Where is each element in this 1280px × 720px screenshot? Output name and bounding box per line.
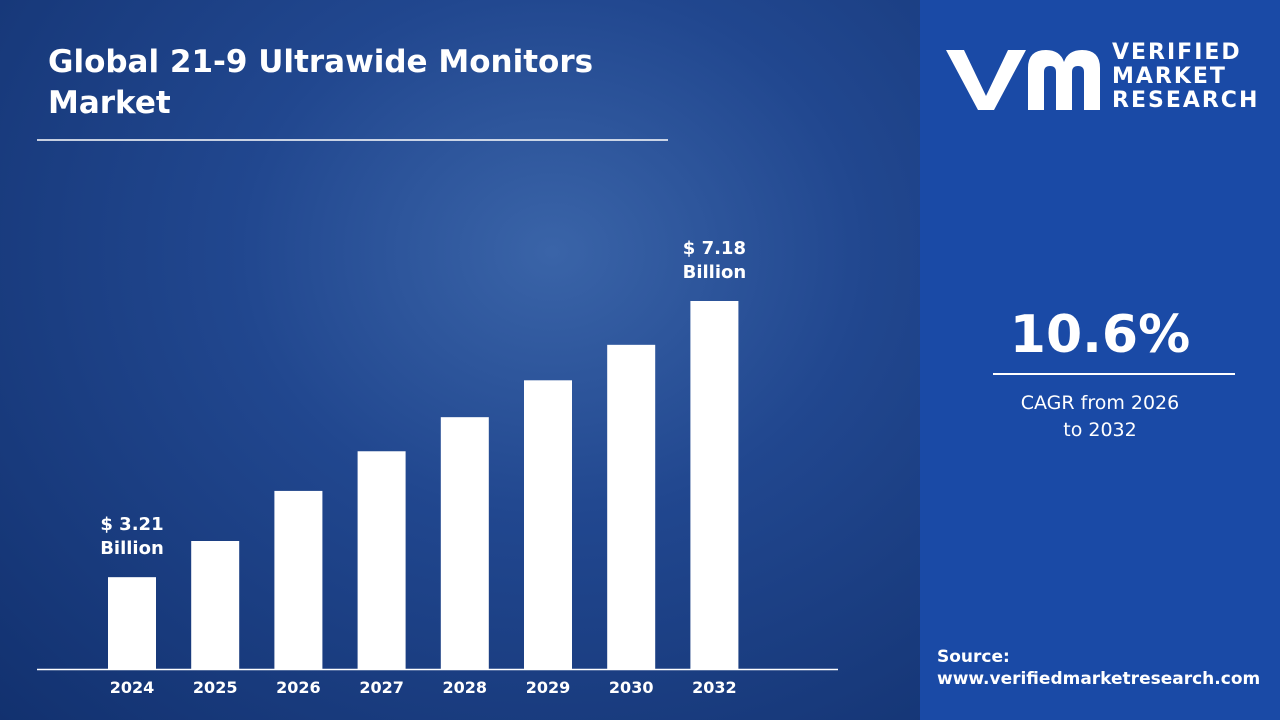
value-label: $ 3.21 Billion: [100, 514, 164, 560]
brand-line: MARKET: [1112, 64, 1227, 89]
cagr-value: 10.6%: [1009, 305, 1191, 365]
x-tick-label: 2025: [193, 678, 238, 697]
chart-title: Global 21-9 Ultrawide Monitors Market: [48, 44, 594, 121]
x-tick-label: 2032: [692, 678, 737, 697]
bar: [191, 541, 240, 669]
bar: [524, 380, 572, 669]
brand-line: RESEARCH: [1112, 88, 1260, 113]
bar: [607, 344, 656, 669]
chart: 2024 2025 2026 2027 2028 2029 2030 2032: [0, 0, 920, 720]
x-tick-label: 2028: [443, 678, 488, 697]
x-tick-label: 2030: [609, 678, 654, 697]
source-url: www.verifiedmarketresearch.com: [937, 669, 1261, 689]
bar: [108, 577, 156, 669]
bar: [357, 451, 406, 669]
bar: [440, 417, 489, 669]
cagr-rule: [993, 373, 1235, 375]
x-tick-label: 2029: [526, 678, 571, 697]
chart-panel: 2024 2025 2026 2027 2028 2029 2030 2032 Global …: [0, 0, 920, 720]
x-tick-label: 2024: [110, 678, 155, 697]
cagr-label: CAGR from 2026 to 2032: [1020, 392, 1180, 441]
value-label: $ 7.18 Billion: [682, 238, 747, 283]
source: Source: www.verifiedmarketresearch.com: [937, 646, 1260, 690]
x-tick-label: 2026: [276, 678, 321, 697]
x-tick-label: 2027: [359, 678, 404, 697]
bar: [274, 490, 323, 669]
brand-line: VERIFIED: [1112, 40, 1242, 65]
side-panel: VERIFIED MARKET RESEARCH 10.6% CAGR from…: [920, 0, 1280, 720]
logo: [946, 50, 1100, 110]
bar: [690, 301, 739, 669]
source-label: Source:: [937, 647, 1010, 667]
